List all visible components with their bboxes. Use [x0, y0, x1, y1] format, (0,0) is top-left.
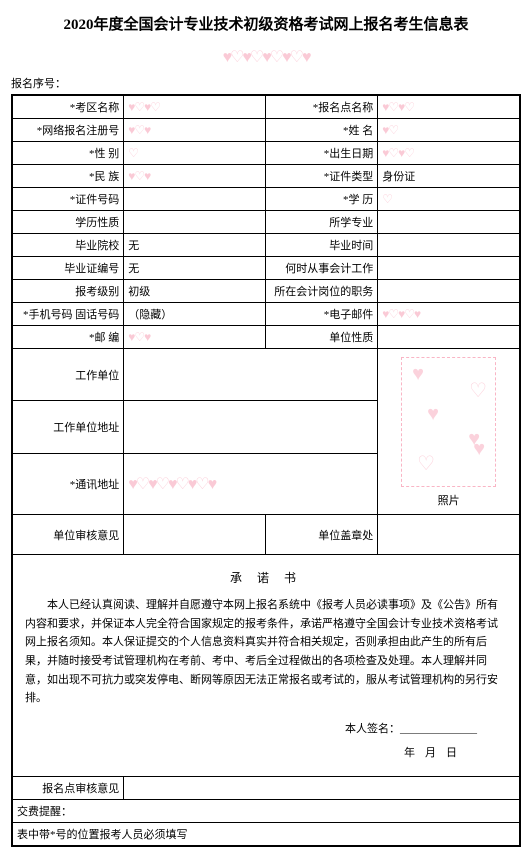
id-type-value: 身份证 — [378, 165, 520, 188]
school-label: 毕业院校 — [12, 234, 124, 257]
grad-time-value — [378, 234, 520, 257]
exam-area-label: *考区名称 — [12, 95, 124, 119]
work-unit-label: 工作单位 — [12, 349, 124, 401]
major-value — [378, 211, 520, 234]
unit-type-value — [378, 326, 520, 349]
diploma-label: 毕业证编号 — [12, 257, 124, 280]
phone-label: *手机号码 固话号码 — [12, 303, 124, 326]
form-title: 2020年度全国会计专业技术初级资格考试网上报名考生信息表 — [11, 5, 521, 42]
id-type-label: *证件类型 — [266, 165, 378, 188]
phone-value: （隐藏） — [124, 303, 266, 326]
fee-label: 交费提醒： — [12, 800, 520, 823]
net-reg-value: ♥♡♥ — [124, 119, 266, 142]
sign-label: 本人签名：______________ — [25, 708, 507, 736]
exam-point-value: ♥♡♥♡ — [378, 95, 520, 119]
unit-review-label: 单位审核意见 — [12, 515, 124, 555]
id-num-label: *证件号码 — [12, 188, 124, 211]
postal-label: *邮 编 — [12, 326, 124, 349]
position-value — [378, 280, 520, 303]
edu-value: ♡ — [378, 188, 520, 211]
net-reg-label: *网络报名注册号 — [12, 119, 124, 142]
grad-time-label: 毕业时间 — [266, 234, 378, 257]
work-addr-label: 工作单位地址 — [12, 401, 124, 453]
reg-num-label: 报名序号： — [11, 72, 521, 94]
photo-box: ♥ ♡ ♥ ♥ ♡ ♥ — [401, 357, 496, 487]
edu-nature-label: 学历性质 — [12, 211, 124, 234]
position-label: 所在会计岗位的职务 — [266, 280, 378, 303]
school-value: 无 — [124, 234, 266, 257]
photo-label: 照片 — [382, 492, 515, 508]
gender-label: *性 别 — [12, 142, 124, 165]
nation-label: *民 族 — [12, 165, 124, 188]
email-label: *电子邮件 — [266, 303, 378, 326]
top-redaction: ♥♡♥♡♥♡♥♡♥ — [11, 42, 521, 72]
work-unit-value — [124, 349, 378, 401]
point-review-value — [124, 777, 520, 800]
nation-value: ♥♡♥ — [124, 165, 266, 188]
work-start-label: 何时从事会计工作 — [266, 257, 378, 280]
pledge-title: 承 诺 书 — [25, 563, 507, 596]
birth-value: ♥♡♥♡ — [378, 142, 520, 165]
exam-point-label: *报名点名称 — [266, 95, 378, 119]
major-label: 所学专业 — [266, 211, 378, 234]
diploma-value: 无 — [124, 257, 266, 280]
photo-cell: ♥ ♡ ♥ ♥ ♡ ♥ 照片 — [378, 349, 520, 515]
gender-value: ♡ — [124, 142, 266, 165]
level-value: 初级 — [124, 280, 266, 303]
comm-addr-value: ♥♡♥♡♥♡♥♡♥ — [124, 453, 378, 514]
pledge-body: 本人已经认真阅读、理解并自愿遵守本网上报名系统中《报考人员必读事项》及《公告》所… — [25, 596, 507, 708]
name-label: *姓 名 — [266, 119, 378, 142]
unit-seal-value — [378, 515, 520, 555]
edu-label: *学 历 — [266, 188, 378, 211]
name-value: ♥♡ — [378, 119, 520, 142]
comm-addr-label: *通讯地址 — [12, 453, 124, 514]
unit-review-value — [124, 515, 266, 555]
footer-note: 表中带*号的位置报考人员必须填写 — [12, 823, 520, 847]
unit-seal-label: 单位盖章处 — [266, 515, 378, 555]
level-label: 报考级别 — [12, 280, 124, 303]
applicant-info-table: *考区名称 ♥♡♥♡ *报名点名称 ♥♡♥♡ *网络报名注册号 ♥♡♥ *姓 名… — [11, 94, 521, 847]
work-addr-value — [124, 401, 378, 453]
pledge-section: 承 诺 书 本人已经认真阅读、理解并自愿遵守本网上报名系统中《报考人员必读事项》… — [12, 555, 520, 777]
point-review-label: 报名点审核意见 — [12, 777, 124, 800]
edu-nature-value — [124, 211, 266, 234]
email-value: ♥♡♥♡♥ — [378, 303, 520, 326]
work-start-value — [378, 257, 520, 280]
exam-area-value: ♥♡♥♡ — [124, 95, 266, 119]
birth-label: *出生日期 — [266, 142, 378, 165]
id-num-value — [124, 188, 266, 211]
sign-date: 年月日 — [25, 736, 507, 768]
unit-type-label: 单位性质 — [266, 326, 378, 349]
postal-value: ♥♡♥ — [124, 326, 266, 349]
